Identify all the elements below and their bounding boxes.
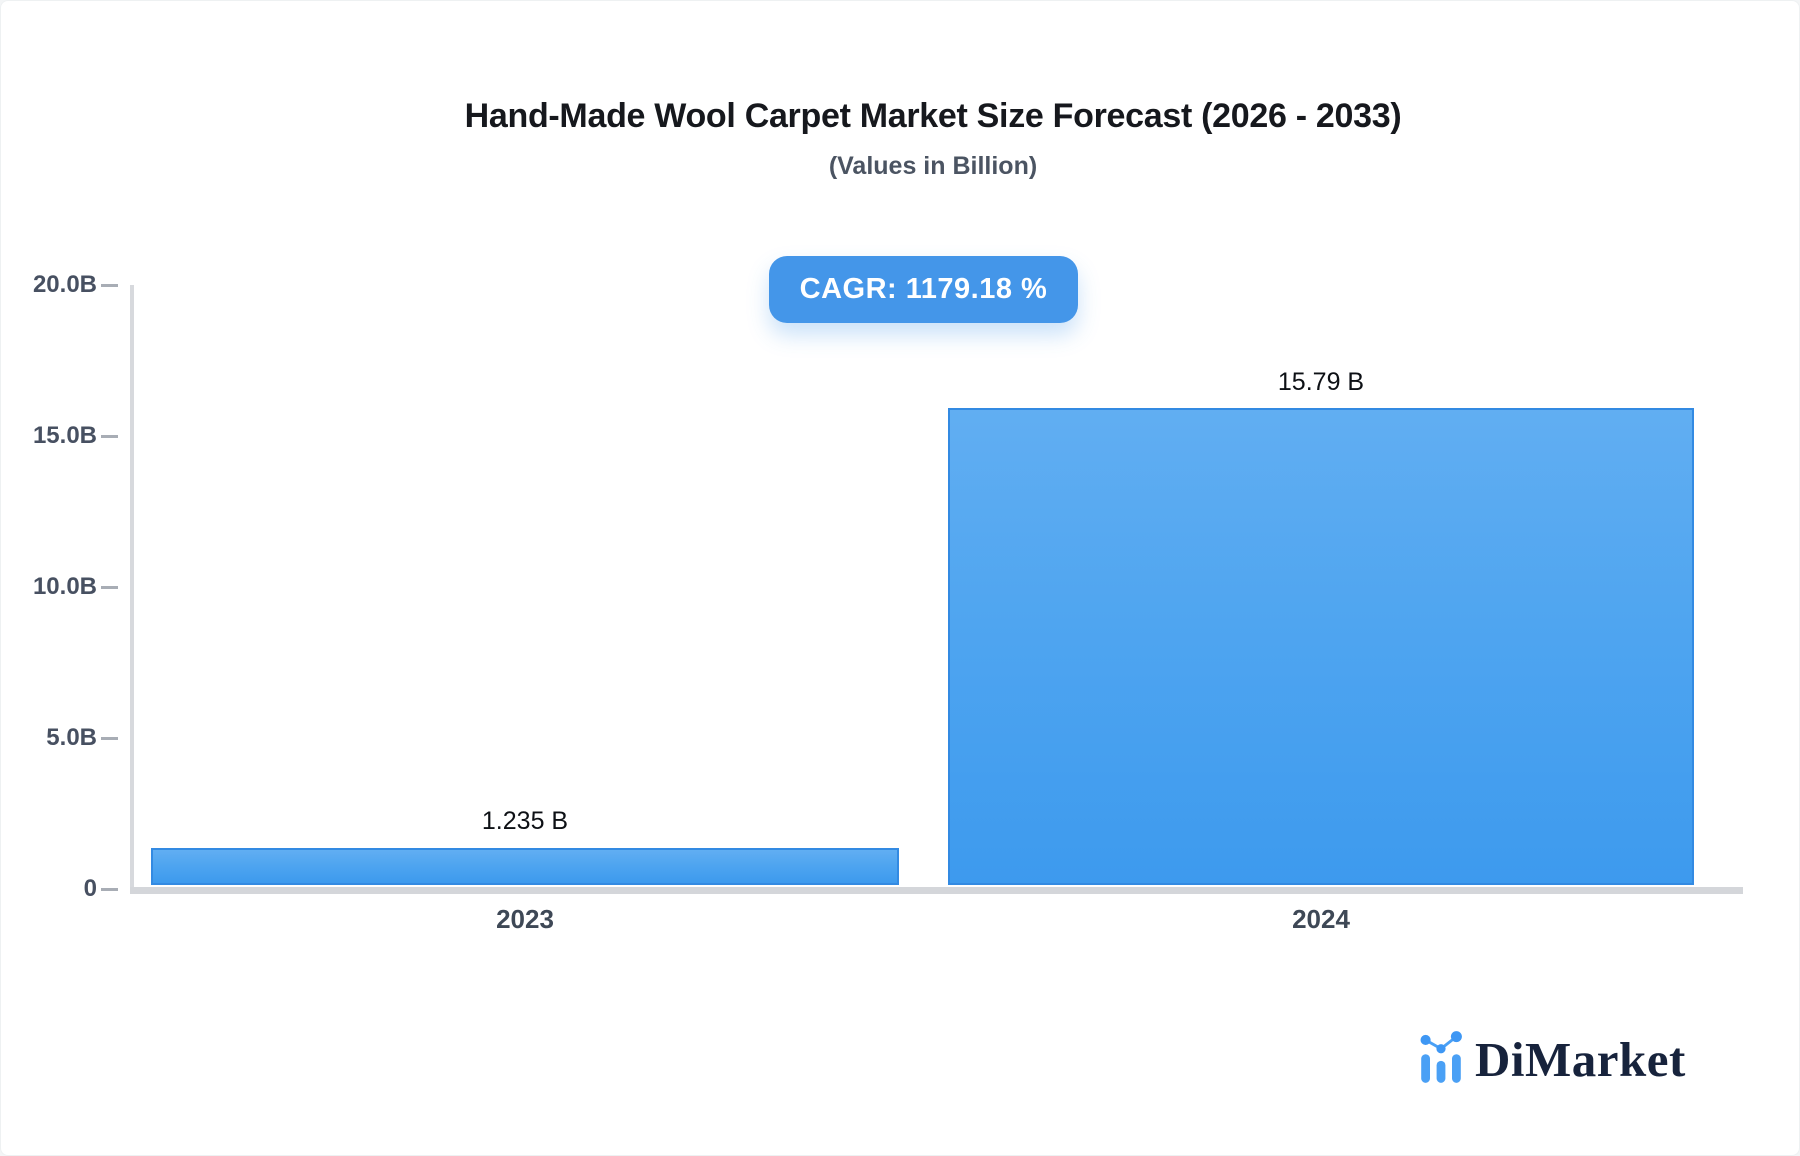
y-tick-dash	[101, 888, 118, 891]
chart-header: Hand-Made Wool Carpet Market Size Foreca…	[67, 97, 1799, 181]
chart-subtitle: (Values in Billion)	[828, 152, 1038, 180]
x-axis-baseline	[130, 887, 1743, 894]
bar-value-label: 15.79 B	[1277, 368, 1365, 396]
x-tick-label-2023: 2023	[496, 904, 554, 934]
y-tick-dash	[101, 435, 118, 438]
bar-line-chart-icon	[1419, 1031, 1463, 1088]
y-tick-dash	[101, 737, 118, 740]
brand-name: DiMarket	[1475, 1032, 1686, 1087]
cagr-badge-label: CAGR: 1179.18 %	[799, 273, 1048, 305]
chart-title: Hand-Made Wool Carpet Market Size Foreca…	[464, 97, 1402, 135]
bar-value-label: 1.235 B	[481, 807, 569, 835]
brand-logo: DiMarket	[1419, 1031, 1686, 1088]
y-tick-label-0: 0	[83, 875, 97, 902]
cagr-badge: CAGR: 1179.18 %	[769, 256, 1078, 323]
bar[interactable]	[151, 848, 899, 885]
bar[interactable]	[948, 408, 1694, 885]
y-tick-label-10b: 10.0B	[32, 573, 97, 600]
y-axis-line	[130, 285, 134, 894]
y-tick-label-20b: 20.0B	[32, 271, 97, 298]
y-tick-dash	[101, 284, 118, 287]
y-tick-label-5b: 5.0B	[46, 724, 97, 751]
y-tick-dash	[101, 586, 118, 589]
y-tick-label-15b: 15.0B	[32, 422, 97, 449]
x-tick-label-2024: 2024	[1292, 904, 1350, 934]
